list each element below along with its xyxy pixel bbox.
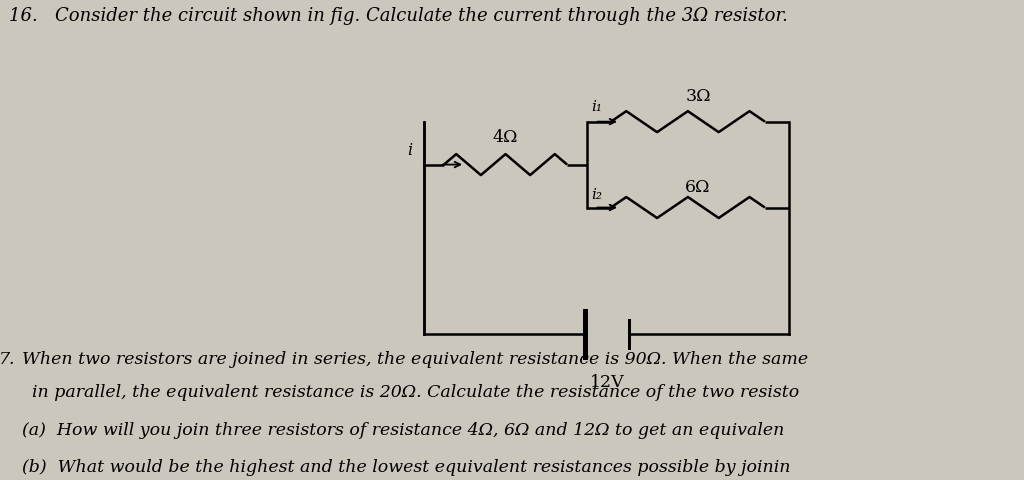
- Text: When two resistors are joined in series, the equivalent resistance is 90Ω. When : When two resistors are joined in series,…: [23, 350, 808, 368]
- Text: in parallel, the equivalent resistance is 20Ω. Calculate the resistance of the t: in parallel, the equivalent resistance i…: [33, 384, 800, 401]
- Text: 4Ω: 4Ω: [493, 130, 518, 146]
- Text: 7.: 7.: [0, 350, 15, 368]
- Text: (b)  What would be the highest and the lowest equivalent resistances possible by: (b) What would be the highest and the lo…: [23, 459, 791, 476]
- Text: i₂: i₂: [592, 188, 603, 202]
- Text: i: i: [408, 142, 413, 159]
- Text: (a)  How will you join three resistors of resistance 4Ω, 6Ω and 12Ω to get an eq: (a) How will you join three resistors of…: [23, 422, 784, 439]
- Text: 3Ω: 3Ω: [685, 88, 711, 105]
- Text: 6Ω: 6Ω: [685, 179, 711, 195]
- Text: 16.   Consider the circuit shown in fig. Calculate the current through the 3Ω re: 16. Consider the circuit shown in fig. C…: [9, 7, 787, 25]
- Text: 12V: 12V: [590, 374, 625, 392]
- Text: i₁: i₁: [592, 100, 603, 115]
